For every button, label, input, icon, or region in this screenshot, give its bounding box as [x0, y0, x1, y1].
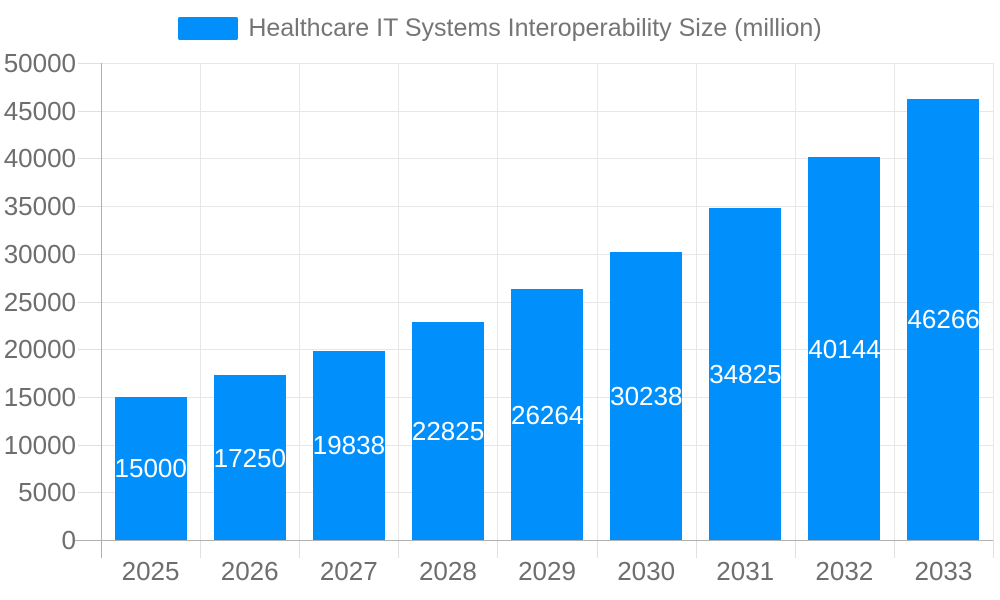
bar-value-label: 34825 — [709, 358, 782, 389]
x-gridline — [299, 63, 301, 540]
x-axis-label-2033: 2033 — [914, 556, 973, 586]
y-gridline — [101, 253, 993, 255]
y-tick — [78, 301, 101, 303]
bar-2029[interactable]: 26264 — [511, 289, 583, 540]
bar-value-label: 17250 — [213, 442, 286, 473]
x-tick — [299, 540, 301, 558]
y-tick — [78, 444, 101, 446]
bar-2026[interactable]: 17250 — [213, 375, 286, 540]
y-tick — [78, 253, 101, 255]
y-tick — [78, 396, 101, 398]
bar-value-label: 46266 — [907, 304, 980, 335]
y-axis-label: 0 — [61, 525, 76, 555]
bar-value-label: 19838 — [312, 430, 386, 461]
y-axis-label: 50000 — [3, 48, 76, 78]
y-tick — [78, 63, 101, 64]
x-gridline — [893, 63, 895, 540]
x-tick — [893, 540, 895, 558]
x-axis-label-2028: 2028 — [418, 556, 477, 586]
x-gridline — [497, 63, 499, 540]
bar-value-label: 30238 — [610, 380, 683, 411]
x-tick — [497, 540, 499, 558]
x-axis-label-2029: 2029 — [518, 556, 576, 586]
y-gridline — [101, 110, 993, 112]
y-tick — [78, 206, 101, 208]
legend[interactable]: Healthcare IT Systems Interoperability S… — [0, 14, 1000, 43]
y-axis-label: 10000 — [3, 429, 76, 460]
x-axis-labels: 2025 2026 2027 2028 2029 2030 2031 2032 2033 — [101, 558, 993, 590]
y-axis-ticks — [78, 63, 101, 541]
x-axis-label-2025: 2025 — [121, 556, 180, 586]
x-axis-label-2032: 2032 — [815, 556, 874, 586]
plot-area: 15000 17250 19838 22825 26264 30238 34825 40144… — [75, 63, 994, 558]
y-tick — [78, 349, 101, 351]
bar-value-label: 22825 — [411, 416, 485, 447]
y-gridline — [101, 158, 993, 160]
bar-2025[interactable]: 15000 — [114, 396, 187, 540]
x-tick — [695, 540, 697, 558]
x-gridline — [695, 63, 697, 540]
bar-2031[interactable]: 34825 — [709, 207, 782, 540]
x-tick — [794, 540, 796, 558]
y-axis-line — [101, 63, 102, 558]
x-axis-label-2030: 2030 — [617, 556, 676, 586]
x-gridline — [200, 63, 202, 540]
y-axis-label: 35000 — [3, 191, 76, 222]
x-axis-label-2026: 2026 — [220, 556, 279, 586]
x-tick — [200, 540, 202, 558]
y-axis-label: 40000 — [3, 143, 76, 174]
y-gridline — [101, 63, 993, 64]
x-axis-label-2027: 2027 — [319, 556, 378, 586]
bar-value-label: 15000 — [114, 453, 187, 484]
x-gridline — [794, 63, 796, 540]
x-gridline — [398, 63, 400, 540]
y-tick — [78, 492, 101, 494]
x-axis-line — [75, 540, 993, 541]
bar-2032[interactable]: 40144 — [808, 157, 881, 540]
bar-2030[interactable]: 30238 — [610, 251, 683, 540]
y-axis-label: 45000 — [3, 95, 76, 126]
y-axis-label: 30000 — [3, 238, 76, 269]
y-axis-label: 20000 — [3, 334, 76, 365]
x-tick — [596, 540, 598, 558]
x-axis-label-2031: 2031 — [716, 556, 775, 586]
bar-2028[interactable]: 22825 — [411, 322, 485, 540]
bar-2033[interactable]: 46266 — [907, 98, 980, 540]
x-tick — [398, 540, 400, 558]
y-tick — [78, 158, 101, 160]
y-gridline — [101, 206, 993, 208]
bar-value-label: 26264 — [511, 399, 584, 430]
y-axis-label: 25000 — [3, 286, 76, 317]
bar-value-label: 40144 — [808, 333, 881, 364]
y-tick — [78, 110, 101, 112]
y-axis-label: 5000 — [18, 477, 76, 508]
bar-2027[interactable]: 19838 — [312, 350, 386, 540]
y-axis-label: 15000 — [3, 381, 76, 412]
legend-marker-icon — [178, 17, 239, 40]
x-tick — [993, 540, 994, 558]
x-gridline — [993, 63, 994, 540]
legend-label: Healthcare IT Systems Interoperability S… — [248, 14, 822, 42]
x-gridline — [596, 63, 598, 540]
y-axis-labels: 0 5000 10000 15000 20000 25000 30000 35000 40000… — [0, 50, 76, 553]
